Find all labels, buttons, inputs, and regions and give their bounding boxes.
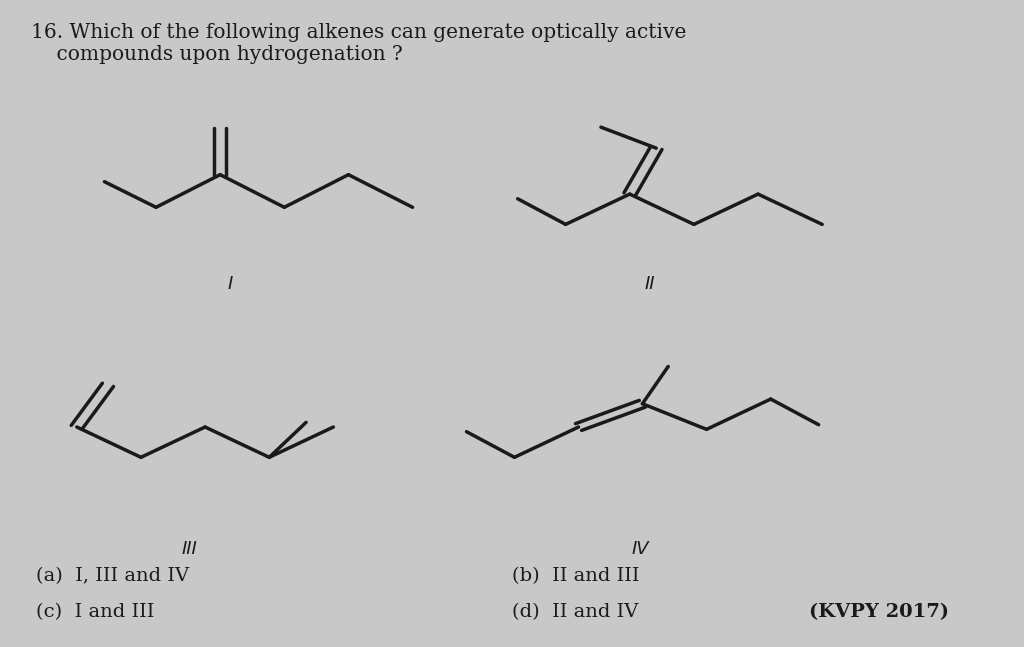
Text: IV: IV: [631, 540, 649, 558]
Text: (KVPY 2017): (KVPY 2017): [809, 603, 949, 621]
Text: (b)  II and III: (b) II and III: [512, 567, 640, 586]
Text: I: I: [227, 275, 233, 293]
Text: (c)  I and III: (c) I and III: [36, 603, 155, 621]
Text: (a)  I, III and IV: (a) I, III and IV: [36, 567, 189, 586]
Text: II: II: [645, 275, 655, 293]
Text: III: III: [181, 540, 198, 558]
Text: 16. Which of the following alkenes can generate optically active
    compounds u: 16. Which of the following alkenes can g…: [31, 23, 686, 63]
Text: (d)  II and IV: (d) II and IV: [512, 603, 638, 621]
